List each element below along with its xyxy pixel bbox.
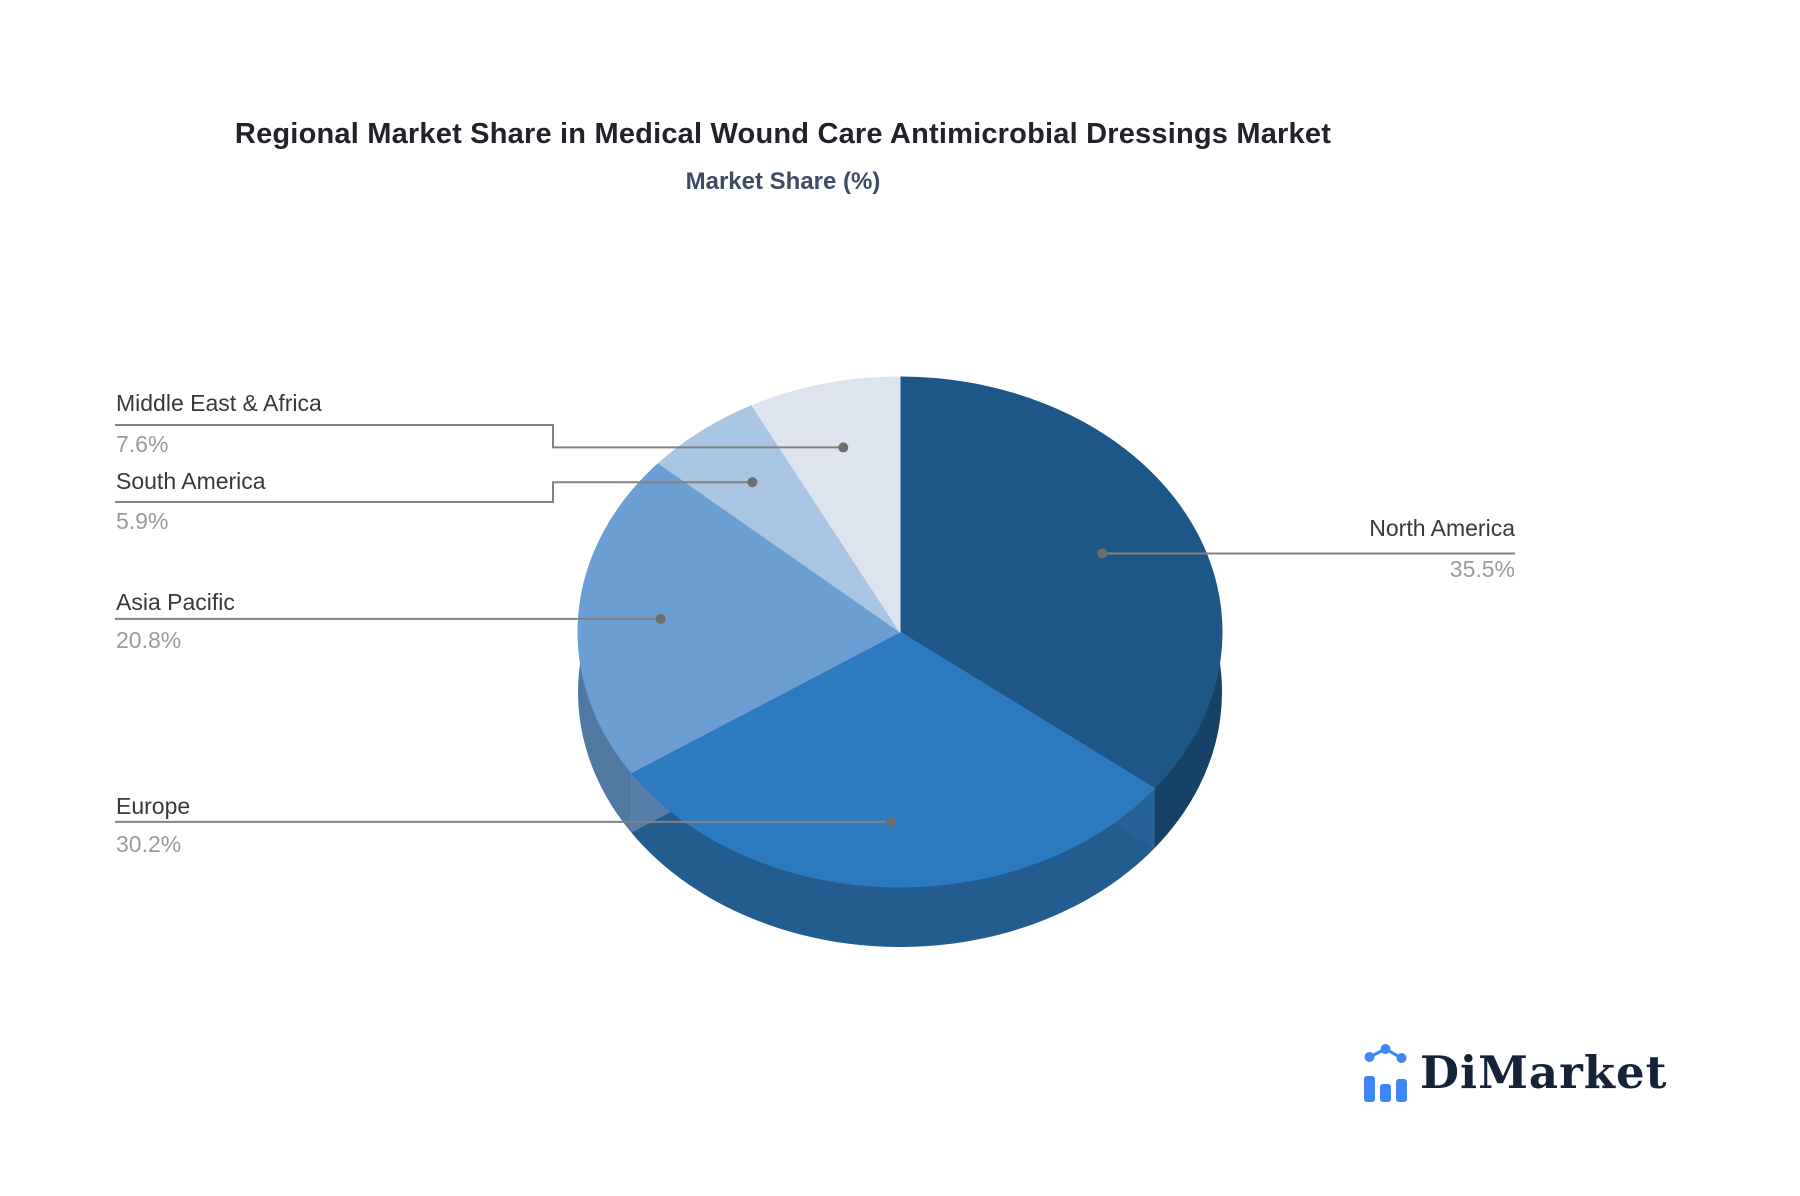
slice-label-europe: Europe — [116, 793, 191, 819]
dimarket-logo-icon — [1364, 1044, 1407, 1102]
callout-line-south-america — [115, 481, 753, 503]
callout-dot-north-america — [1097, 548, 1108, 559]
slice-value-asia-pacific: 20.8% — [116, 627, 182, 653]
slice-label-asia-pacific: Asia Pacific — [116, 589, 235, 615]
slice-value-middle-east-africa: 7.6% — [116, 431, 169, 457]
dimarket-logo: DiMarket — [1364, 1044, 1667, 1102]
pie-slice-middle-east-africa[interactable] — [751, 376, 901, 634]
callout-dot-europe — [885, 816, 896, 827]
slice-label-south-america: South America — [116, 468, 266, 494]
slice-value-europe: 30.2% — [116, 831, 182, 857]
pie-slice-north-america[interactable] — [899, 376, 1223, 789]
dimarket-logo-text: DiMarket — [1420, 1046, 1668, 1099]
callout-line-middle-east-africa — [115, 424, 844, 449]
callout-dot-south-america — [747, 477, 758, 488]
callout-dot-asia-pacific — [655, 613, 666, 624]
slice-label-north-america: North America — [1369, 515, 1515, 541]
slice-value-south-america: 5.9% — [116, 508, 169, 534]
chart-subtitle: Market Share (%) — [685, 168, 881, 195]
callout-dot-middle-east-africa — [838, 442, 849, 453]
chart-title: Regional Market Share in Medical Wound C… — [234, 118, 1332, 150]
slice-value-north-america: 35.5% — [1449, 556, 1515, 582]
pie-rim-europe — [631, 772, 1155, 948]
slice-label-middle-east-africa: Middle East & Africa — [116, 390, 322, 416]
pie-slice-asia-pacific[interactable] — [577, 462, 901, 774]
